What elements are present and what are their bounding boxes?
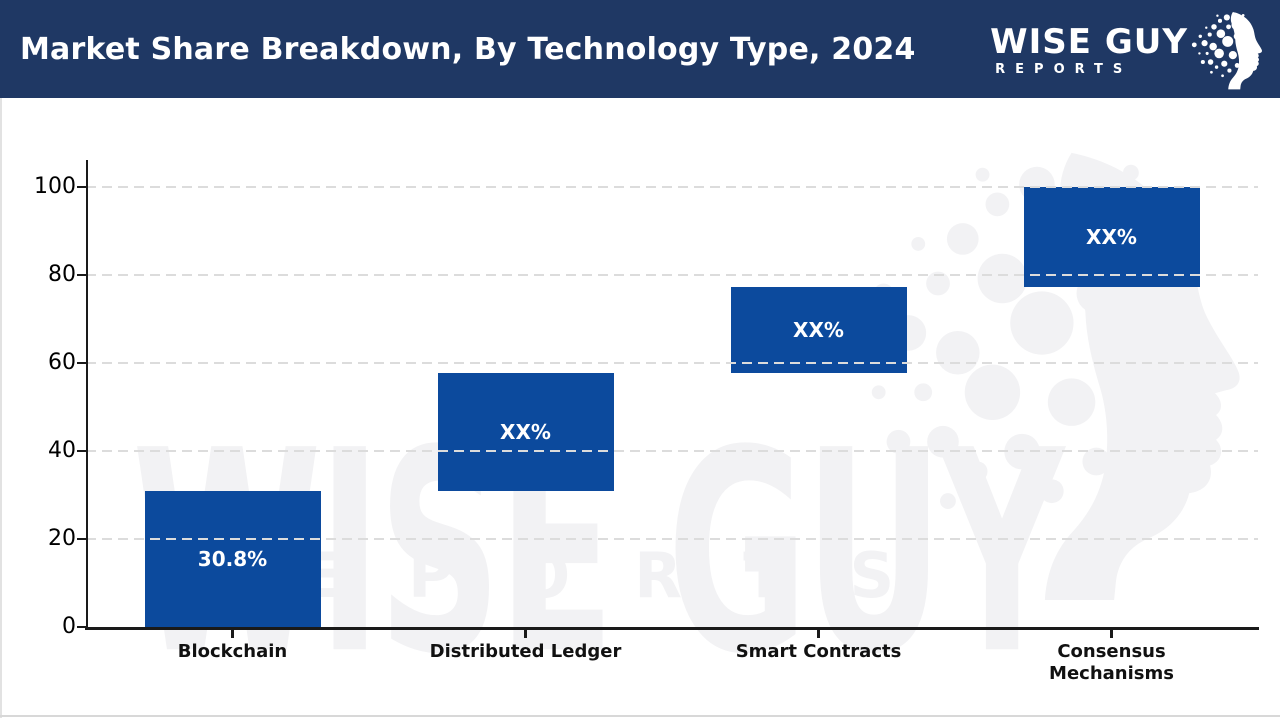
y-axis-tick-label: 40: [48, 438, 76, 463]
page-left-edge: [0, 98, 2, 718]
y-axis-tick-label: 0: [62, 614, 76, 639]
x-axis-category-label: Smart Contracts: [735, 641, 902, 662]
x-axis-tick-mark: [231, 629, 234, 638]
y-axis-tick-label: 60: [48, 350, 76, 375]
brand-logo-text: WISE GUY REPORTS: [990, 24, 1188, 77]
bar-blockchain: [144, 491, 321, 627]
x-axis-category-label: Consensus Mechanisms: [1049, 641, 1174, 684]
page-bottom-edge: [0, 715, 1280, 717]
y-axis-line: [86, 160, 89, 630]
x-axis-tick-mark: [817, 629, 820, 638]
y-axis-tick-mark: [77, 274, 86, 277]
x-axis-tick-mark: [524, 629, 527, 638]
y-axis-tick-mark: [77, 186, 86, 189]
y-axis-tick-mark: [77, 626, 86, 629]
y-axis-tick-mark: [77, 362, 86, 365]
y-axis-tick-label: 80: [48, 262, 76, 287]
page-title: Market Share Breakdown, By Technology Ty…: [20, 31, 916, 67]
x-axis-line: [85, 627, 1259, 630]
gridline-40: [86, 450, 1258, 452]
y-axis-tick-mark: [77, 538, 86, 541]
bar-value-label: 30.8%: [197, 547, 268, 572]
x-axis-category-label: Blockchain: [177, 641, 288, 662]
brand-name: WISE GUY: [990, 21, 1188, 62]
bar-value-label: XX%: [1086, 224, 1137, 249]
bar-consensus-mechanisms: [1023, 187, 1200, 287]
y-axis-tick-label: 100: [34, 174, 76, 199]
x-axis-tick-mark: [1110, 629, 1113, 638]
brand-subname: REPORTS: [995, 61, 1133, 77]
y-axis-tick-label: 20: [48, 526, 76, 551]
gridline-100: [86, 186, 1258, 188]
bar-value-label: XX%: [500, 420, 551, 445]
dotted-face-profile-icon: [1191, 11, 1262, 90]
x-axis-category-label: Distributed Ledger: [429, 641, 622, 662]
gridline-20: [86, 538, 1258, 540]
gridline-60: [86, 362, 1258, 364]
bar-distributed-ledger: [437, 373, 614, 492]
bar-value-label: XX%: [793, 318, 844, 342]
y-axis-tick-mark: [77, 450, 86, 453]
gridline-80: [86, 274, 1258, 276]
header-bar: Market Share Breakdown, By Technology Ty…: [0, 0, 1280, 98]
bar-smart-contracts: [730, 286, 907, 374]
brand-logo: WISE GUY REPORTS: [990, 6, 1268, 94]
